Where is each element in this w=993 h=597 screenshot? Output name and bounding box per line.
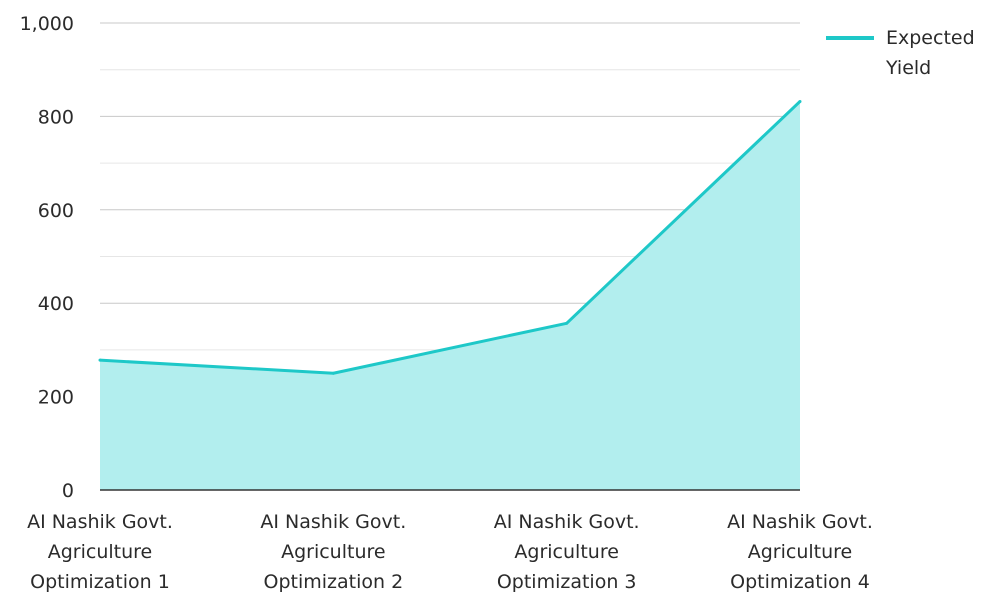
legend-label: Expected Yield (885, 27, 975, 79)
y-tick-label: 200 (38, 387, 74, 409)
y-tick-label: 600 (38, 200, 74, 222)
x-category-label: AI Nashik Govt. Agriculture Optimization 3 (494, 511, 640, 593)
x-category-label: AI Nashik Govt. Agriculture Optimization 2 (260, 511, 406, 593)
y-axis-ticks: 0 200 400 600 800 1,000 (20, 13, 74, 502)
data-point (798, 99, 802, 103)
series-area (100, 101, 800, 491)
x-axis-categories: AI Nashik Govt. Agriculture Optimization 1… (27, 511, 873, 593)
y-tick-label: 400 (38, 293, 74, 315)
y-tick-label: 800 (38, 106, 74, 128)
y-tick-label: 0 (62, 480, 74, 502)
data-point (98, 358, 102, 362)
area-layer (98, 99, 802, 491)
x-category-label: AI Nashik Govt. Agriculture Optimization 4 (727, 511, 873, 593)
data-point (565, 321, 569, 325)
legend: Expected Yield (826, 27, 975, 79)
x-category-label: AI Nashik Govt. Agriculture Optimization 1 (27, 511, 173, 593)
data-point (331, 371, 335, 375)
y-tick-label: 1,000 (20, 13, 74, 35)
series-line (99, 100, 802, 375)
